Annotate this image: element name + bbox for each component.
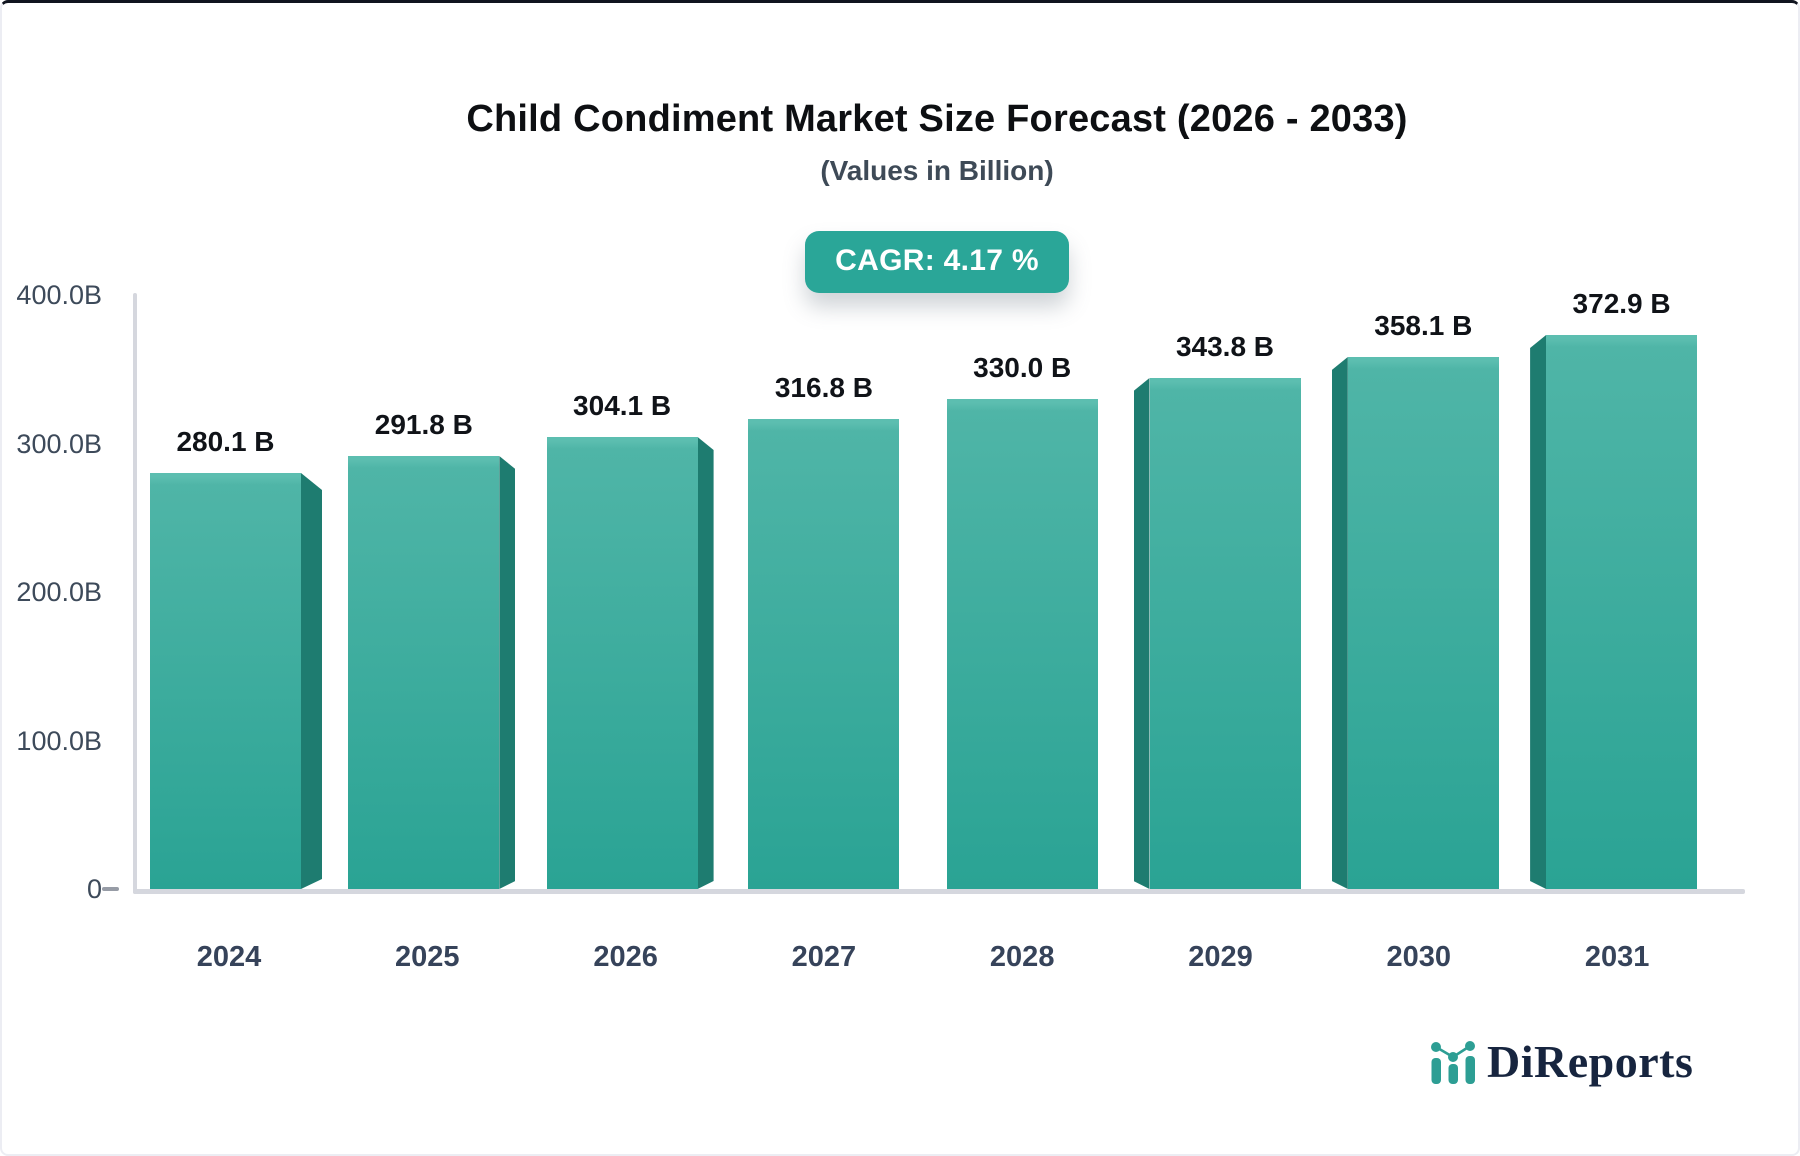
bar-side-face <box>301 473 322 889</box>
bar-value-label: 343.8 B <box>1175 331 1275 362</box>
x-axis-label: 2031 <box>1584 941 1650 973</box>
bar-2026 <box>546 437 698 889</box>
bar-2030 <box>1347 357 1499 889</box>
y-axis-label: 300.0B <box>16 428 102 459</box>
x-axis-label: 2027 <box>791 941 857 973</box>
bar-value-label: 304.1 B <box>573 390 672 421</box>
bar-value-label: 372.9 B <box>1572 288 1671 319</box>
x-axis-label: 2024 <box>196 941 262 973</box>
bar-value-label: 358.1 B <box>1374 310 1473 341</box>
zero-tick-mark <box>102 887 119 891</box>
bar-side-face <box>499 456 515 889</box>
bar-value-label: 291.8 B <box>374 409 473 440</box>
chart-title: Child Condiment Market Size Forecast (20… <box>466 98 1408 140</box>
y-axis-label: 100.0B <box>16 725 102 756</box>
y-axis-label: 200.0B <box>16 577 102 607</box>
bar-2025 <box>348 456 500 889</box>
bar-side-face <box>698 437 714 889</box>
brand-logo: DiReports <box>1430 1039 1693 1085</box>
y-axis-label: 0 <box>86 874 102 904</box>
brand-logo-text: DiReports <box>1487 1036 1694 1087</box>
x-axis-label: 2025 <box>395 941 460 973</box>
bar-2027 <box>748 419 900 889</box>
x-axis-label: 2028 <box>989 941 1055 973</box>
x-axis-label: 2026 <box>593 941 658 973</box>
bar-2024 <box>150 473 301 889</box>
x-axis-label: 2029 <box>1188 941 1253 973</box>
x-axis-label: 2030 <box>1386 941 1452 973</box>
chart-header: Child Condiment Market Size Forecast (20… <box>72 3 1798 293</box>
bar-2029 <box>1149 378 1301 889</box>
bar-value-label: 280.1 B <box>176 426 275 457</box>
x-axis-line <box>133 889 1745 894</box>
bar-value-label: 330.0 B <box>973 352 1072 383</box>
bar-side-face <box>1530 335 1546 889</box>
bar-2028 <box>946 399 1098 889</box>
cagr-badge: CAGR: 4.17 % <box>805 231 1069 293</box>
chart-subtitle: (Values in Billion) <box>820 155 1054 186</box>
bar-value-label: 316.8 B <box>774 372 873 403</box>
bar-side-face <box>1134 378 1150 889</box>
mini-bar-line-chart-icon <box>1431 1041 1475 1084</box>
y-axis-line <box>133 293 137 894</box>
bar-2031 <box>1546 335 1698 889</box>
bar-side-face <box>1332 357 1348 889</box>
y-axis-label: 400.0B <box>16 280 102 310</box>
